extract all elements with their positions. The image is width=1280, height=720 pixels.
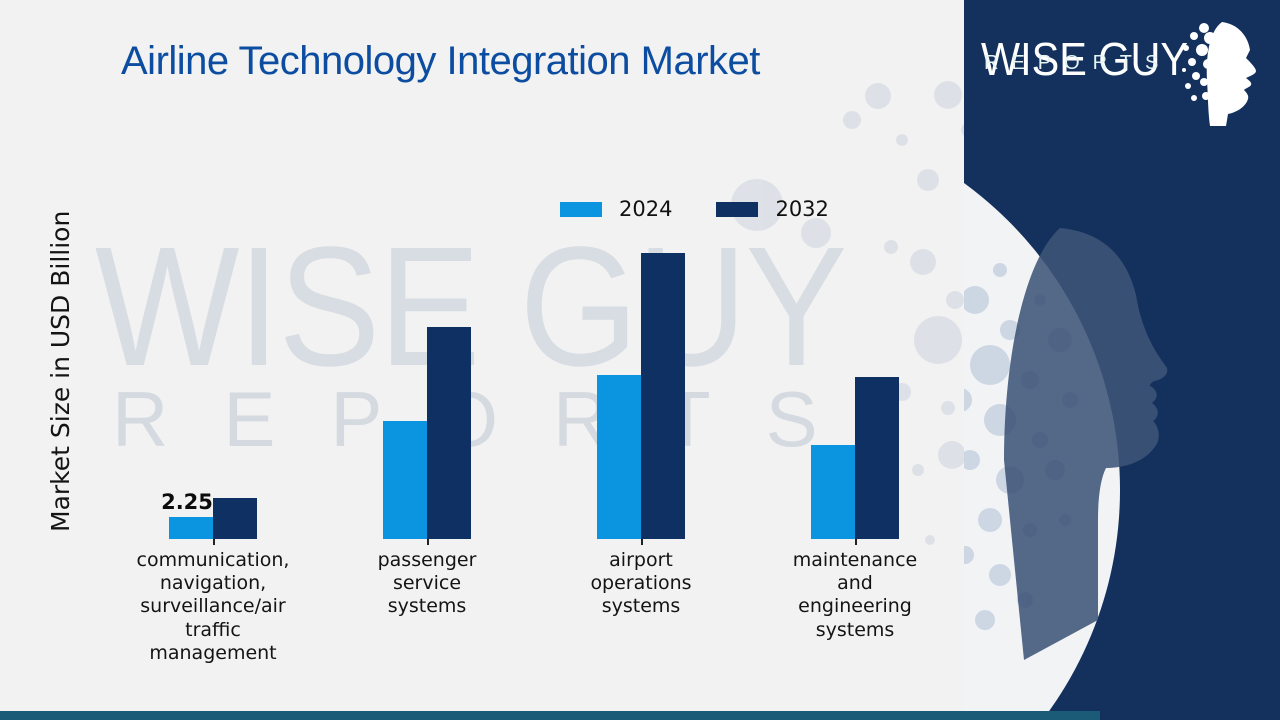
watermark-line1: WISE GUY [95, 212, 847, 402]
page-title: Airline Technology Integration Market [121, 39, 760, 83]
brand-dots [964, 228, 1168, 660]
bar-2024-category-3 [811, 445, 855, 539]
axis-tick-3 [855, 539, 857, 545]
legend-item-2032: 2032 [716, 197, 829, 221]
bar-2024-category-2 [597, 375, 641, 539]
category-label-1: passenger service systems [377, 549, 477, 618]
axis-tick-2 [641, 539, 643, 545]
axis-tick-0 [213, 539, 215, 545]
reports-wordmark: REPORTS [984, 52, 1172, 74]
face-silhouette-icon [1004, 228, 1168, 660]
legend-swatch-2032 [716, 201, 759, 217]
legend-label-2024: 2024 [619, 197, 673, 221]
legend-swatch-2024 [560, 201, 602, 217]
category-label-0: communication, navigation, surveillance/… [136, 549, 290, 664]
bar-2032-category-1 [427, 327, 471, 539]
brand-logo: WISE GUY [981, 36, 1211, 82]
bottom-strip [0, 711, 1100, 720]
logo-face-icon [1182, 22, 1256, 126]
category-label-2: airport operations systems [590, 549, 692, 618]
legend: 2024 2032 [560, 197, 829, 221]
bar-2032-category-2 [641, 253, 685, 539]
plot-area: communication, navigation, surveillance/… [136, 253, 918, 664]
bar-2032-category-3 [855, 377, 899, 539]
category-label-3: maintenance and engineering systems [792, 549, 918, 641]
axis-tick-1 [427, 539, 429, 545]
legend-label-2032: 2032 [775, 197, 829, 221]
legend-item-2024: 2024 [560, 197, 672, 221]
bar-2024-category-0 [169, 517, 213, 539]
bar-2024-category-1 [383, 421, 427, 539]
wise-guy-wordmark: WISE GUY [981, 33, 1189, 85]
bar-2032-category-0 [213, 498, 257, 539]
bar-value-label: 2.25 [161, 490, 213, 514]
brand-panel: WISE GUY REPORTS [964, 0, 1280, 720]
